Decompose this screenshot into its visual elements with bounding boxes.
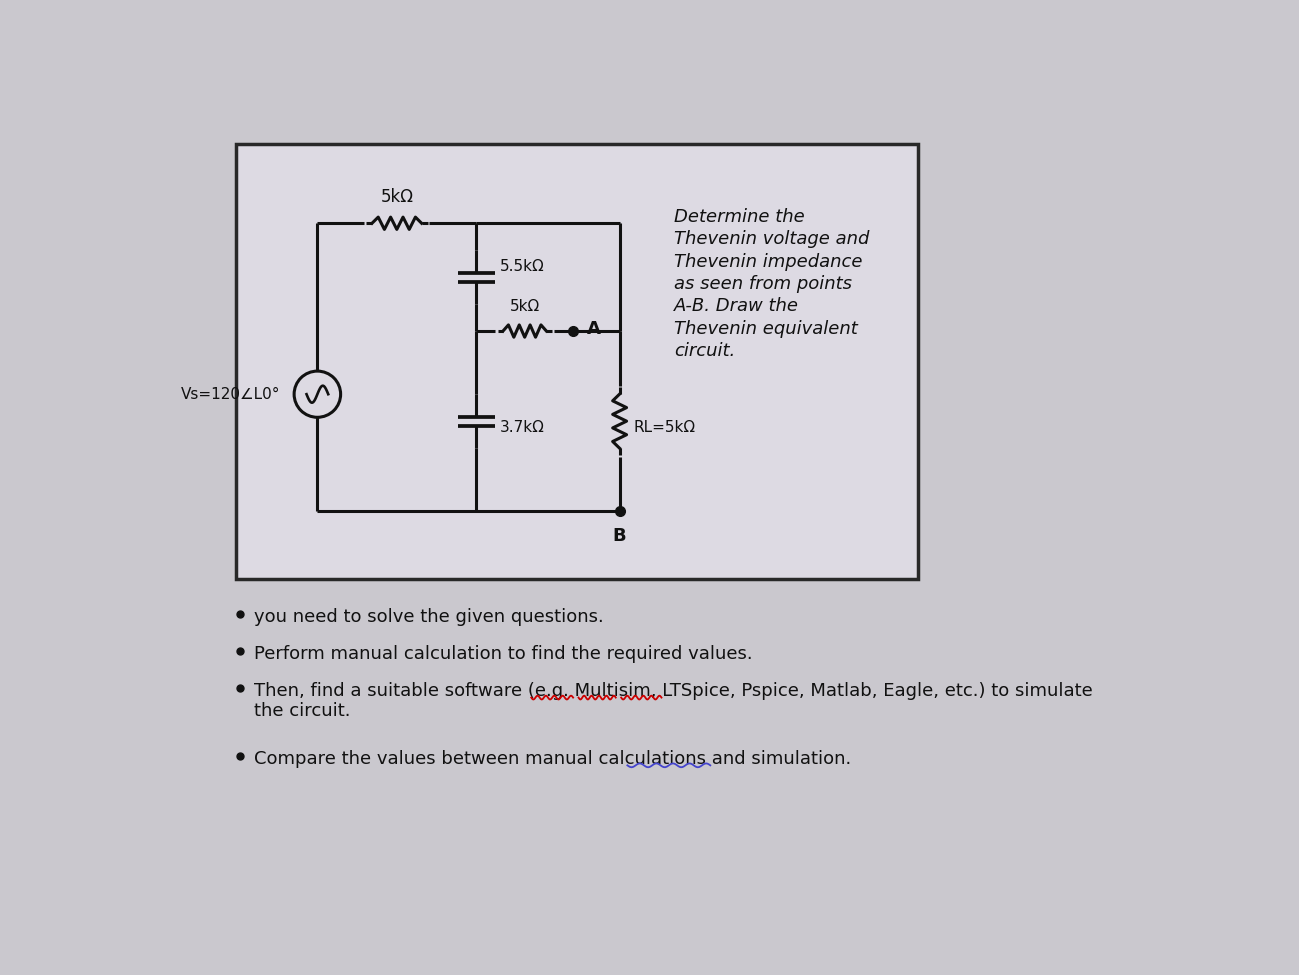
Text: Thevenin equivalent: Thevenin equivalent: [674, 320, 857, 337]
Text: 3.7kΩ: 3.7kΩ: [500, 420, 544, 435]
Text: Thevenin voltage and: Thevenin voltage and: [674, 230, 869, 249]
Text: 5.5kΩ: 5.5kΩ: [500, 259, 544, 274]
Bar: [236, 144, 918, 579]
Text: Determine the: Determine the: [674, 208, 804, 226]
Text: RL=5kΩ: RL=5kΩ: [634, 420, 696, 435]
Text: B: B: [613, 526, 626, 545]
Text: the circuit.: the circuit.: [253, 702, 351, 721]
Text: A-B. Draw the: A-B. Draw the: [674, 297, 799, 315]
Text: Perform manual calculation to find the required values.: Perform manual calculation to find the r…: [253, 645, 752, 663]
Text: you need to solve the given questions.: you need to solve the given questions.: [253, 608, 604, 626]
Text: 5kΩ: 5kΩ: [381, 188, 413, 207]
Text: Then, find a suitable software (e.g. Multisim, LTSpice, Pspice, Matlab, Eagle, e: Then, find a suitable software (e.g. Mul…: [253, 682, 1092, 700]
Text: A: A: [587, 320, 601, 337]
Text: circuit.: circuit.: [674, 342, 735, 360]
Text: Thevenin impedance: Thevenin impedance: [674, 253, 863, 270]
Text: 5kΩ: 5kΩ: [509, 299, 540, 314]
Text: as seen from points: as seen from points: [674, 275, 852, 292]
Text: Compare the values between manual calculations and simulation.: Compare the values between manual calcul…: [253, 750, 851, 768]
Text: Vs=120∠L0°: Vs=120∠L0°: [181, 387, 281, 402]
